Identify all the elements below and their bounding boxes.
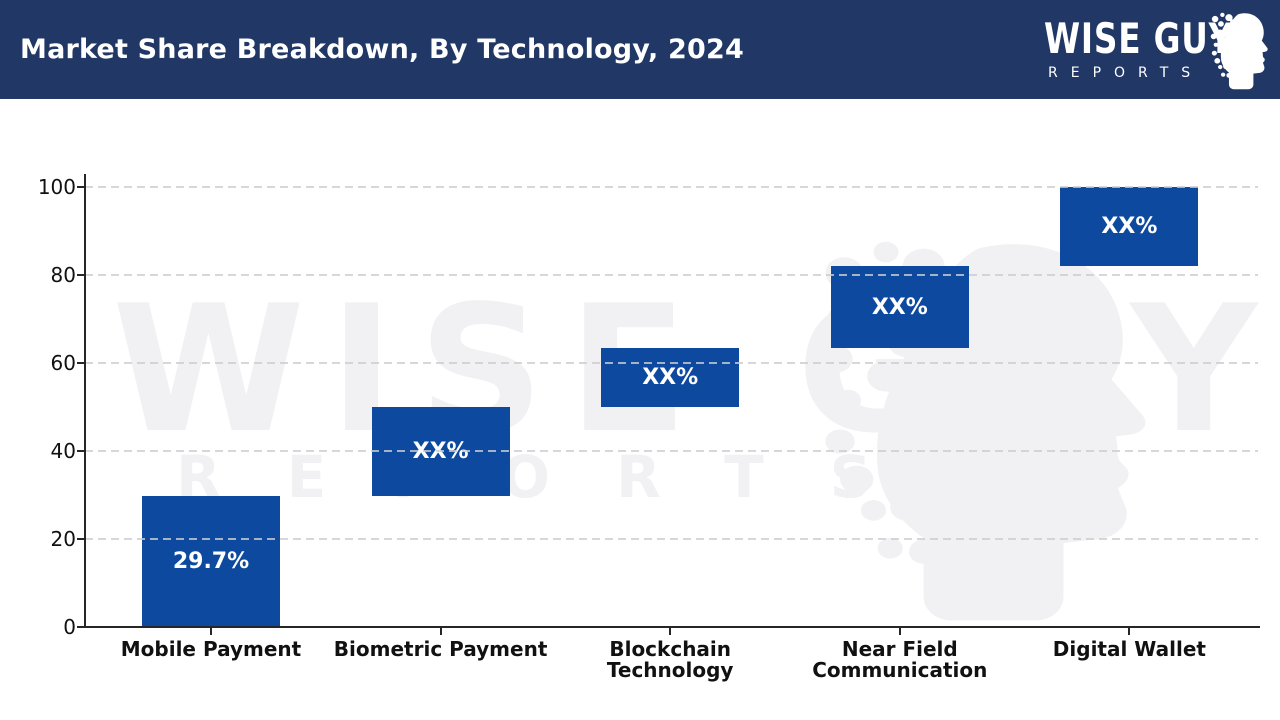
y-axis-line <box>84 174 86 628</box>
bar-value-label: XX% <box>871 294 928 320</box>
x-category-label: Blockchain Technology <box>606 637 734 682</box>
x-tick <box>1128 628 1131 635</box>
y-tick-0 <box>77 626 85 628</box>
y-tick-80 <box>77 274 85 276</box>
logo-wordmark: WISE GUY <box>1044 14 1234 63</box>
y-tick-label-100: 100 <box>37 175 76 199</box>
x-tick <box>898 628 901 635</box>
gridline-20 <box>85 538 1258 540</box>
x-category-label: Digital Wallet <box>1052 637 1206 661</box>
bar-segment: 29.7% <box>142 496 280 627</box>
logo-subtitle: REPORTS <box>1048 65 1204 81</box>
y-tick-label-60: 60 <box>50 351 76 375</box>
y-tick-100 <box>77 186 85 188</box>
header-bar: Market Share Breakdown, By Technology, 2… <box>0 0 1280 99</box>
x-tick <box>669 628 672 635</box>
watermark-subtitle: REPORTS <box>176 443 938 511</box>
x-tick <box>439 628 442 635</box>
y-tick-40 <box>77 450 85 452</box>
x-category-label: Biometric Payment <box>333 637 548 661</box>
gridline-100 <box>85 186 1258 188</box>
bar-value-label: XX% <box>642 365 699 391</box>
x-category-label: Near Field Communication <box>812 637 988 682</box>
x-tick <box>210 628 212 635</box>
x-axis-line <box>84 626 1260 628</box>
dotted-head-icon <box>1210 12 1268 90</box>
page-title: Market Share Breakdown, By Technology, 2… <box>20 34 745 65</box>
y-tick-60 <box>77 362 85 364</box>
bar-segment: XX% <box>1060 187 1199 267</box>
bar-segment: XX% <box>601 348 740 408</box>
y-tick-label-40: 40 <box>50 439 76 463</box>
y-tick-label-0: 0 <box>63 615 76 639</box>
gridline-40 <box>85 450 1258 452</box>
x-category-label: Mobile Payment <box>120 637 302 661</box>
y-tick-label-20: 20 <box>50 527 76 551</box>
gridline-60 <box>85 362 1258 364</box>
y-tick-label-80: 80 <box>50 263 76 287</box>
bar-segment: XX% <box>830 266 969 349</box>
y-tick-20 <box>77 538 85 540</box>
bar-value-label: 29.7% <box>172 549 250 575</box>
wise-guy-reports-logo: WISE GUY REPORTS <box>1040 8 1272 92</box>
gridline-80 <box>85 274 1258 276</box>
bar-value-label: XX% <box>1101 214 1158 240</box>
